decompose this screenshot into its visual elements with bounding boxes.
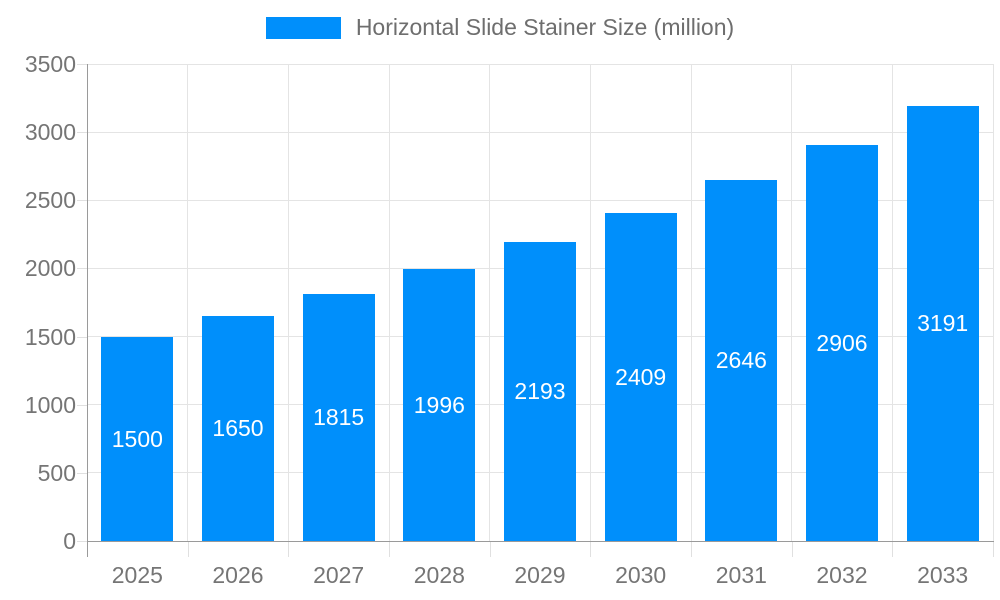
x-gridline <box>791 64 793 541</box>
x-axis-tick-label: 2026 <box>212 562 264 588</box>
x-axis-tick <box>892 542 894 557</box>
y-axis-tick <box>77 64 87 65</box>
y-axis-tick <box>77 541 87 542</box>
x-gridline <box>287 64 289 541</box>
x-axis-tick <box>590 542 592 557</box>
bar-2033: 3191 <box>906 106 979 541</box>
bar-2027: 1815 <box>302 294 375 541</box>
bar-2029: 2193 <box>504 242 576 541</box>
y-axis-tick-label: 3000 <box>24 119 76 146</box>
x-axis-tick <box>489 542 491 557</box>
bar-value-label: 2906 <box>816 329 868 356</box>
y-gridline <box>87 199 993 201</box>
bar-2032: 2906 <box>806 145 878 541</box>
y-axis-tick <box>77 472 87 474</box>
bar-value-label: 1500 <box>111 425 163 452</box>
y-axis-tick <box>77 404 87 406</box>
x-axis-tick <box>993 542 994 557</box>
y-axis-tick <box>77 132 87 134</box>
y-axis-tick-label: 0 <box>63 528 76 554</box>
x-axis-tick-label: 2027 <box>313 562 365 588</box>
x-gridline <box>489 64 491 541</box>
x-axis-tick <box>389 542 390 557</box>
x-axis-tick <box>791 542 793 557</box>
y-axis-tick-label: 2500 <box>24 187 76 214</box>
y-axis-tick <box>77 200 87 202</box>
x-gridline <box>187 64 189 541</box>
bar-value-label: 2193 <box>514 378 566 404</box>
y-gridline <box>87 131 993 133</box>
x-axis-line <box>87 541 994 542</box>
bar-2025: 1500 <box>101 337 174 541</box>
y-axis-tick-label: 1500 <box>24 323 76 350</box>
x-axis-tick <box>187 542 189 557</box>
x-axis-tick-label: 2028 <box>413 562 465 588</box>
x-gridline <box>589 64 591 541</box>
legend-item[interactable]: Horizontal Slide Stainer Size (million) <box>0 14 1000 41</box>
y-axis-line <box>87 64 88 557</box>
bar-value-label: 1996 <box>413 391 465 418</box>
x-axis-tick <box>288 542 290 557</box>
x-gridline <box>992 64 994 541</box>
legend-swatch-icon <box>265 16 341 39</box>
x-axis-tick-label: 2031 <box>715 562 767 588</box>
y-axis-tick-label: 3500 <box>24 51 76 77</box>
y-axis-tick <box>77 268 87 270</box>
x-gridline <box>891 64 893 541</box>
bar-value-label: 1815 <box>313 404 365 430</box>
bar-2028: 1996 <box>403 269 476 541</box>
x-gridline <box>690 64 692 541</box>
bar-2031: 2646 <box>705 180 778 541</box>
x-axis-tick-label: 2030 <box>615 562 667 588</box>
plot-area: 1500 1650 1815 1996 2193 2409 2646 2906 3191 <box>87 63 994 541</box>
bar-2026: 1650 <box>202 316 274 541</box>
x-gridline <box>388 64 390 541</box>
x-axis-tick-label: 2029 <box>514 562 566 588</box>
bar-2030: 2409 <box>604 213 677 541</box>
x-axis-tick-label: 2032 <box>816 562 868 588</box>
legend-label: Horizontal Slide Stainer Size (million) <box>355 14 735 40</box>
x-axis-tick-label: 2025 <box>111 562 163 588</box>
y-axis-tick <box>77 336 87 338</box>
y-axis-tick-label: 1000 <box>24 391 76 418</box>
x-axis-tick <box>691 542 692 557</box>
y-gridline <box>87 63 993 65</box>
bar-value-label: 1650 <box>212 415 264 441</box>
bar-value-label: 2646 <box>715 347 767 373</box>
bar-value-label: 3191 <box>917 310 969 336</box>
y-axis-tick-label: 500 <box>37 459 76 486</box>
y-axis-tick-label: 2000 <box>24 255 76 282</box>
bar-value-label: 2409 <box>615 363 667 390</box>
x-axis-tick-label: 2033 <box>917 562 969 588</box>
